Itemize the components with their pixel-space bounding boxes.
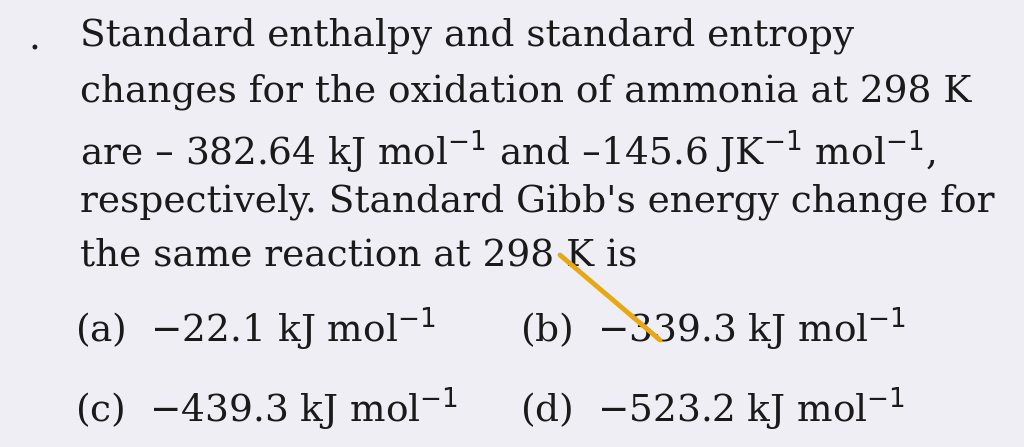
Text: (a)  $-$22.1 kJ mol$^{-1}$: (a) $-$22.1 kJ mol$^{-1}$	[75, 305, 436, 353]
Text: are – 382.64 kJ mol$^{-1}$ and –145.6 JK$^{-1}$ mol$^{-1}$,: are – 382.64 kJ mol$^{-1}$ and –145.6 JK…	[80, 128, 935, 176]
Text: Standard enthalpy and standard entropy: Standard enthalpy and standard entropy	[80, 18, 854, 55]
Text: changes for the oxidation of ammonia at 298 K: changes for the oxidation of ammonia at …	[80, 73, 972, 110]
Text: respectively. Standard Gibb's energy change for: respectively. Standard Gibb's energy cha…	[80, 183, 994, 219]
Text: (d)  $-$523.2 kJ mol$^{-1}$: (d) $-$523.2 kJ mol$^{-1}$	[520, 385, 905, 433]
Text: the same reaction at 298 K is: the same reaction at 298 K is	[80, 238, 637, 274]
Text: .: .	[28, 22, 40, 58]
Text: (c)  $-$439.3 kJ mol$^{-1}$: (c) $-$439.3 kJ mol$^{-1}$	[75, 385, 458, 433]
Text: (b)  $-$339.3 kJ mol$^{-1}$: (b) $-$339.3 kJ mol$^{-1}$	[520, 305, 906, 353]
